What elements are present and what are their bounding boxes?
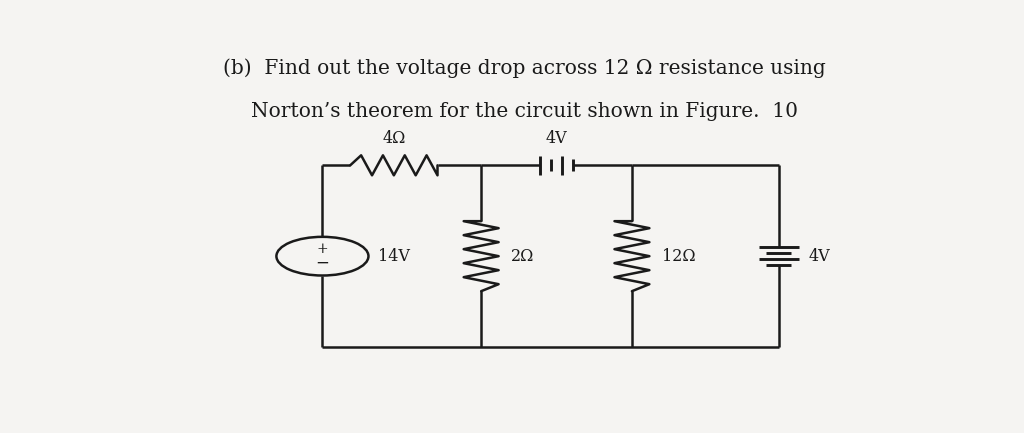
Text: Norton’s theorem for the circuit shown in Figure.  10: Norton’s theorem for the circuit shown i… bbox=[251, 102, 799, 121]
Text: −: − bbox=[315, 254, 330, 271]
Text: 4V: 4V bbox=[546, 130, 567, 147]
Text: +: + bbox=[316, 242, 329, 256]
Text: 2Ω: 2Ω bbox=[511, 248, 535, 265]
Text: 12Ω: 12Ω bbox=[663, 248, 695, 265]
Text: 4Ω: 4Ω bbox=[382, 130, 406, 147]
Text: 4V: 4V bbox=[809, 248, 830, 265]
Text: (b)  Find out the voltage drop across 12 Ω resistance using: (b) Find out the voltage drop across 12 … bbox=[223, 58, 826, 78]
Text: 14V: 14V bbox=[378, 248, 410, 265]
